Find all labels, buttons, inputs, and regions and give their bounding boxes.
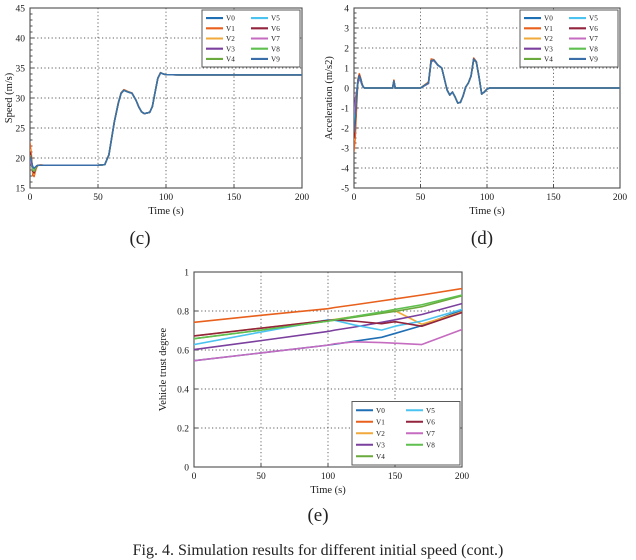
- series-line-v7: [194, 328, 462, 362]
- legend-label-v9: V9: [271, 56, 280, 64]
- legend-label-v0: V0: [226, 15, 235, 23]
- svg-text:0: 0: [352, 193, 357, 203]
- svg-text:45: 45: [16, 4, 26, 14]
- chart-panel-d: 0 50 100 150 200 -5 -4 -3 -2 -1 0 1 2 3 4 Time (s) Accel…: [318, 0, 636, 222]
- svg-text:100: 100: [321, 472, 336, 482]
- svg-text:-2: -2: [341, 124, 349, 134]
- legend-label-v8: V8: [426, 441, 435, 449]
- legend-label-v4: V4: [544, 56, 553, 64]
- legend-label-v6: V6: [589, 25, 598, 33]
- svg-text:200: 200: [613, 193, 628, 203]
- svg-text:100: 100: [480, 193, 495, 203]
- series-line-v1: [354, 57, 620, 152]
- legend-label-v9: V9: [589, 56, 598, 64]
- legend-label-v5: V5: [426, 407, 435, 415]
- svg-text:Speed (m/s): Speed (m/s): [4, 72, 15, 123]
- legend-label-v0: V0: [376, 407, 385, 415]
- svg-text:Time (s): Time (s): [310, 485, 346, 496]
- svg-text:2: 2: [344, 44, 349, 54]
- legend-label-v0: V0: [544, 15, 553, 23]
- legend-label-v7: V7: [589, 35, 598, 43]
- legend-label-v2: V2: [376, 430, 385, 438]
- svg-text:200: 200: [455, 472, 470, 482]
- svg-text:3: 3: [344, 24, 349, 34]
- svg-text:50: 50: [93, 193, 103, 203]
- svg-text:0: 0: [28, 193, 33, 203]
- svg-text:20: 20: [16, 154, 26, 164]
- panel-label-d: (d): [470, 228, 494, 249]
- legend-label-v2: V2: [544, 35, 553, 43]
- svg-text:15: 15: [16, 184, 26, 194]
- series-line-v8: [194, 294, 462, 340]
- legend-label-v3: V3: [544, 45, 553, 53]
- legend-label-v7: V7: [426, 430, 435, 438]
- svg-text:0: 0: [344, 84, 349, 94]
- panel-label-e: (e): [307, 505, 329, 526]
- svg-text:35: 35: [16, 64, 26, 74]
- svg-text:150: 150: [388, 472, 403, 482]
- svg-text:200: 200: [295, 193, 310, 203]
- chart-legend-d[interactable]: V0 V1 V2 V3 V4 V5 V6 V7 V8 V9: [519, 9, 619, 68]
- legend-label-v1: V1: [376, 418, 385, 426]
- svg-text:4: 4: [344, 4, 349, 14]
- svg-text:0.6: 0.6: [177, 346, 189, 356]
- svg-text:0: 0: [192, 472, 197, 482]
- svg-text:Time (s): Time (s): [469, 206, 505, 217]
- series-line-v5: [194, 308, 462, 346]
- series-line-v6: [194, 311, 462, 337]
- svg-text:150: 150: [227, 193, 242, 203]
- svg-text:0.8: 0.8: [177, 307, 189, 317]
- svg-text:100: 100: [159, 193, 174, 203]
- svg-text:0.4: 0.4: [177, 385, 189, 395]
- legend-label-v1: V1: [226, 25, 235, 33]
- svg-text:1: 1: [184, 268, 189, 278]
- legend-label-v8: V8: [589, 45, 598, 53]
- panel-label-c: (c): [129, 228, 151, 249]
- legend-label-v4: V4: [226, 56, 235, 64]
- figure-caption: Fig. 4. Simulation results for different…: [132, 542, 504, 559]
- svg-text:50: 50: [416, 193, 426, 203]
- legend-label-v2: V2: [226, 35, 235, 43]
- legend-label-v4: V4: [376, 453, 385, 461]
- trust-degree-time-chart: 0 50 100 150 200 0 0.2 0.4 0.6 0.8 1 Time (s) Vehicl…: [158, 268, 470, 496]
- acceleration-time-chart: 0 50 100 150 200 -5 -4 -3 -2 -1 0 1 2 3 4 Time (s) Accel…: [324, 4, 628, 217]
- legend-label-v3: V3: [376, 441, 385, 449]
- series-line-v9: [30, 72, 302, 169]
- chart-legend-c[interactable]: V0 V1 V2 V3 V4 V5 V6 V7 V8 V9: [201, 9, 301, 68]
- svg-text:-5: -5: [341, 184, 349, 194]
- legend-label-v7: V7: [271, 35, 280, 43]
- legend-label-v8: V8: [271, 45, 280, 53]
- svg-text:0: 0: [184, 463, 189, 473]
- legend-label-v5: V5: [589, 15, 598, 23]
- speed-time-chart: 0 50 100 150 200 15 20 25 30 35 40 45 Time (s) Speed …: [4, 4, 310, 217]
- svg-text:30: 30: [16, 94, 26, 104]
- svg-text:150: 150: [546, 193, 561, 203]
- series-line-v1: [194, 287, 462, 324]
- legend-label-v1: V1: [544, 25, 553, 33]
- svg-text:Vehicle trust degree: Vehicle trust degree: [158, 327, 169, 411]
- svg-text:25: 25: [16, 124, 26, 134]
- legend-label-v3: V3: [226, 45, 235, 53]
- svg-text:1: 1: [344, 64, 349, 74]
- svg-text:Time (s): Time (s): [148, 206, 184, 217]
- series-line-v3: [194, 302, 462, 351]
- svg-text:-3: -3: [341, 144, 349, 154]
- svg-text:50: 50: [256, 472, 266, 482]
- chart-panel-e: 0 50 100 150 200 0 0.2 0.4 0.6 0.8 1 Time (s) Vehicl…: [150, 262, 490, 507]
- legend-label-v6: V6: [271, 25, 280, 33]
- svg-text:0.2: 0.2: [177, 424, 189, 434]
- chart-panel-c: 0 50 100 150 200 15 20 25 30 35 40 45 Time (s) Speed …: [0, 0, 318, 222]
- svg-text:Acceleration (m/s2): Acceleration (m/s2): [324, 56, 335, 140]
- legend-label-v5: V5: [271, 15, 280, 23]
- svg-text:-4: -4: [341, 164, 349, 174]
- legend-label-v6: V6: [426, 418, 435, 426]
- svg-text:-1: -1: [341, 104, 349, 114]
- svg-text:40: 40: [16, 34, 26, 44]
- series-line-v9: [354, 58, 620, 133]
- chart-legend-e[interactable]: V0 V1 V2 V3 V4 V5 V6 V7 V8: [351, 401, 461, 466]
